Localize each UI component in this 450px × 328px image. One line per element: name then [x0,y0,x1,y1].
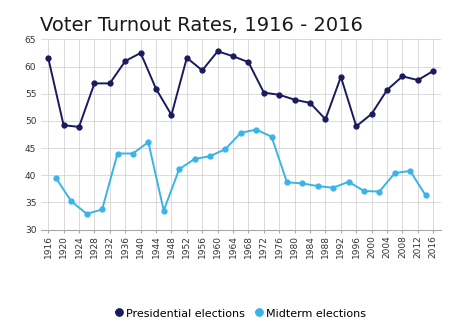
Presidential elections [122,59,128,63]
Midterm elections [423,194,428,197]
Midterm elections [315,184,320,188]
Midterm elections [300,181,305,185]
Presidential elections [184,56,189,60]
Midterm elections [130,152,135,155]
Presidential elections [415,78,421,82]
Midterm elections [238,131,243,135]
Midterm elections [284,180,290,184]
Presidential elections [138,51,144,55]
Presidential elections [338,75,344,79]
Midterm elections [53,176,58,180]
Midterm elections [192,157,197,161]
Presidential elections [92,81,97,85]
Presidential elections [292,98,297,102]
Presidential elections [369,112,374,116]
Presidential elections [153,87,159,91]
Line: Midterm elections: Midterm elections [54,127,428,216]
Presidential elections [277,93,282,97]
Presidential elections [45,56,51,60]
Presidential elections [246,60,251,64]
Presidential elections [230,54,236,58]
Midterm elections [161,209,166,213]
Presidential elections [384,88,390,92]
Midterm elections [346,180,351,184]
Midterm elections [377,190,382,194]
Presidential elections [107,81,112,85]
Presidential elections [199,68,205,72]
Midterm elections [269,135,274,139]
Midterm elections [330,186,336,190]
Presidential elections [354,124,359,128]
Midterm elections [115,152,120,155]
Midterm elections [176,167,182,171]
Text: Voter Turnout Rates, 1916 - 2016: Voter Turnout Rates, 1916 - 2016 [40,16,364,35]
Legend: Presidential elections, Midterm elections: Presidential elections, Midterm election… [111,303,370,323]
Midterm elections [361,189,367,193]
Presidential elections [61,123,66,127]
Presidential elections [307,101,313,105]
Midterm elections [392,171,397,175]
Midterm elections [223,147,228,151]
Presidential elections [215,49,220,53]
Presidential elections [261,91,266,94]
Midterm elections [253,128,259,132]
Presidential elections [323,117,328,121]
Midterm elections [146,140,151,144]
Midterm elections [99,208,105,212]
Presidential elections [169,113,174,117]
Presidential elections [400,74,405,78]
Midterm elections [408,169,413,173]
Midterm elections [84,212,90,216]
Midterm elections [68,199,74,203]
Presidential elections [76,125,82,129]
Midterm elections [207,154,213,158]
Presidential elections [431,69,436,73]
Line: Presidential elections: Presidential elections [46,49,436,129]
